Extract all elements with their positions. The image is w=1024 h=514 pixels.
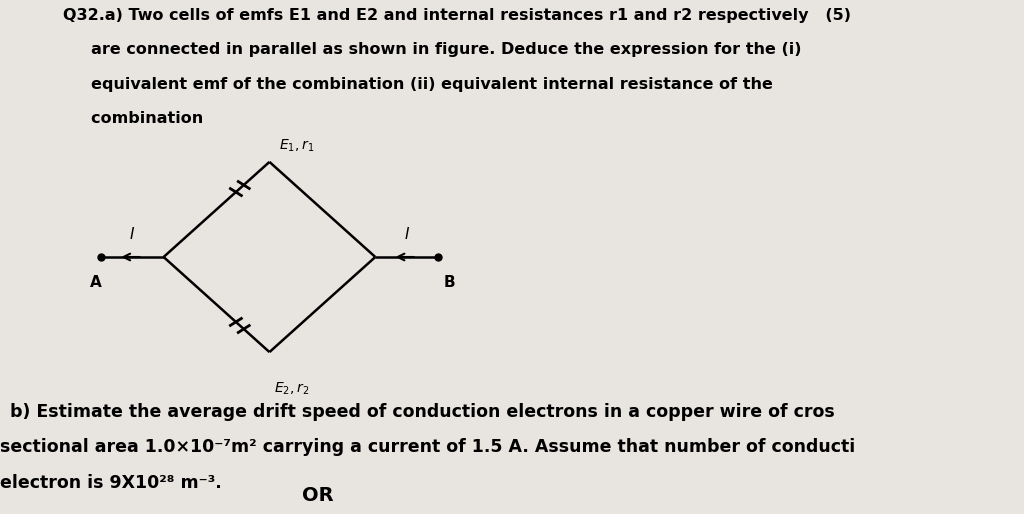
- Text: equivalent emf of the combination (ii) equivalent internal resistance of the: equivalent emf of the combination (ii) e…: [62, 77, 772, 91]
- Text: b) Estimate the average drift speed of conduction electrons in a copper wire of : b) Estimate the average drift speed of c…: [9, 403, 835, 421]
- Text: $E_2,r_2$: $E_2,r_2$: [274, 380, 309, 397]
- Text: Q32.a) Two cells of emfs E1 and E2 and internal resistances r1 and r2 respective: Q32.a) Two cells of emfs E1 and E2 and i…: [62, 8, 851, 23]
- Text: $E_1,r_1$: $E_1,r_1$: [280, 138, 314, 154]
- Text: are connected in parallel as shown in figure. Deduce the expression for the (i): are connected in parallel as shown in fi…: [62, 42, 801, 57]
- Text: sectional area 1.0×10⁻⁷m² carrying a current of 1.5 A. Assume that number of con: sectional area 1.0×10⁻⁷m² carrying a cur…: [0, 438, 855, 456]
- Text: electron is 9X10²⁸ m⁻³.: electron is 9X10²⁸ m⁻³.: [0, 474, 222, 492]
- Text: I: I: [404, 227, 409, 242]
- Text: OR: OR: [302, 486, 334, 505]
- Text: combination: combination: [62, 111, 203, 126]
- Text: A: A: [90, 275, 102, 290]
- Text: I: I: [130, 227, 134, 242]
- Text: B: B: [443, 275, 456, 290]
